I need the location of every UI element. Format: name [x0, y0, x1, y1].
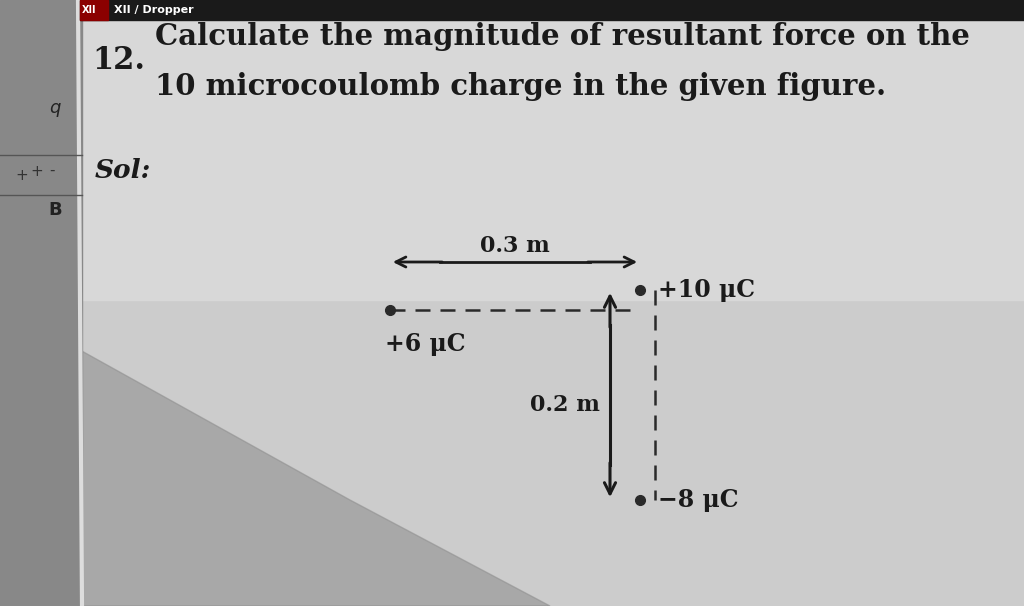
Text: +6 μC: +6 μC: [385, 332, 466, 356]
Bar: [80, 0, 1024, 300]
Bar: [0, 0, 82, 606]
Text: 10 microcoulomb charge in the given figure.: 10 microcoulomb charge in the given figu…: [155, 72, 886, 101]
Text: +: +: [15, 167, 29, 182]
Text: XII / Dropper: XII / Dropper: [114, 5, 194, 15]
Bar: [80, 0, 1024, 20]
Text: B: B: [48, 201, 61, 219]
Text: +: +: [31, 164, 43, 179]
Text: 12.: 12.: [92, 45, 145, 76]
Polygon shape: [80, 350, 550, 606]
Text: +10 μC: +10 μC: [658, 278, 755, 302]
Text: Sol:: Sol:: [95, 158, 152, 183]
Text: XII: XII: [82, 5, 96, 15]
Text: 0.2 m: 0.2 m: [530, 394, 600, 416]
Text: Calculate the magnitude of resultant force on the: Calculate the magnitude of resultant for…: [155, 22, 970, 51]
Text: -: -: [49, 162, 54, 178]
Text: q: q: [49, 99, 60, 117]
Bar: [80, 0, 108, 20]
Text: 0.3 m: 0.3 m: [480, 235, 550, 257]
Text: −8 μC: −8 μC: [658, 488, 738, 512]
